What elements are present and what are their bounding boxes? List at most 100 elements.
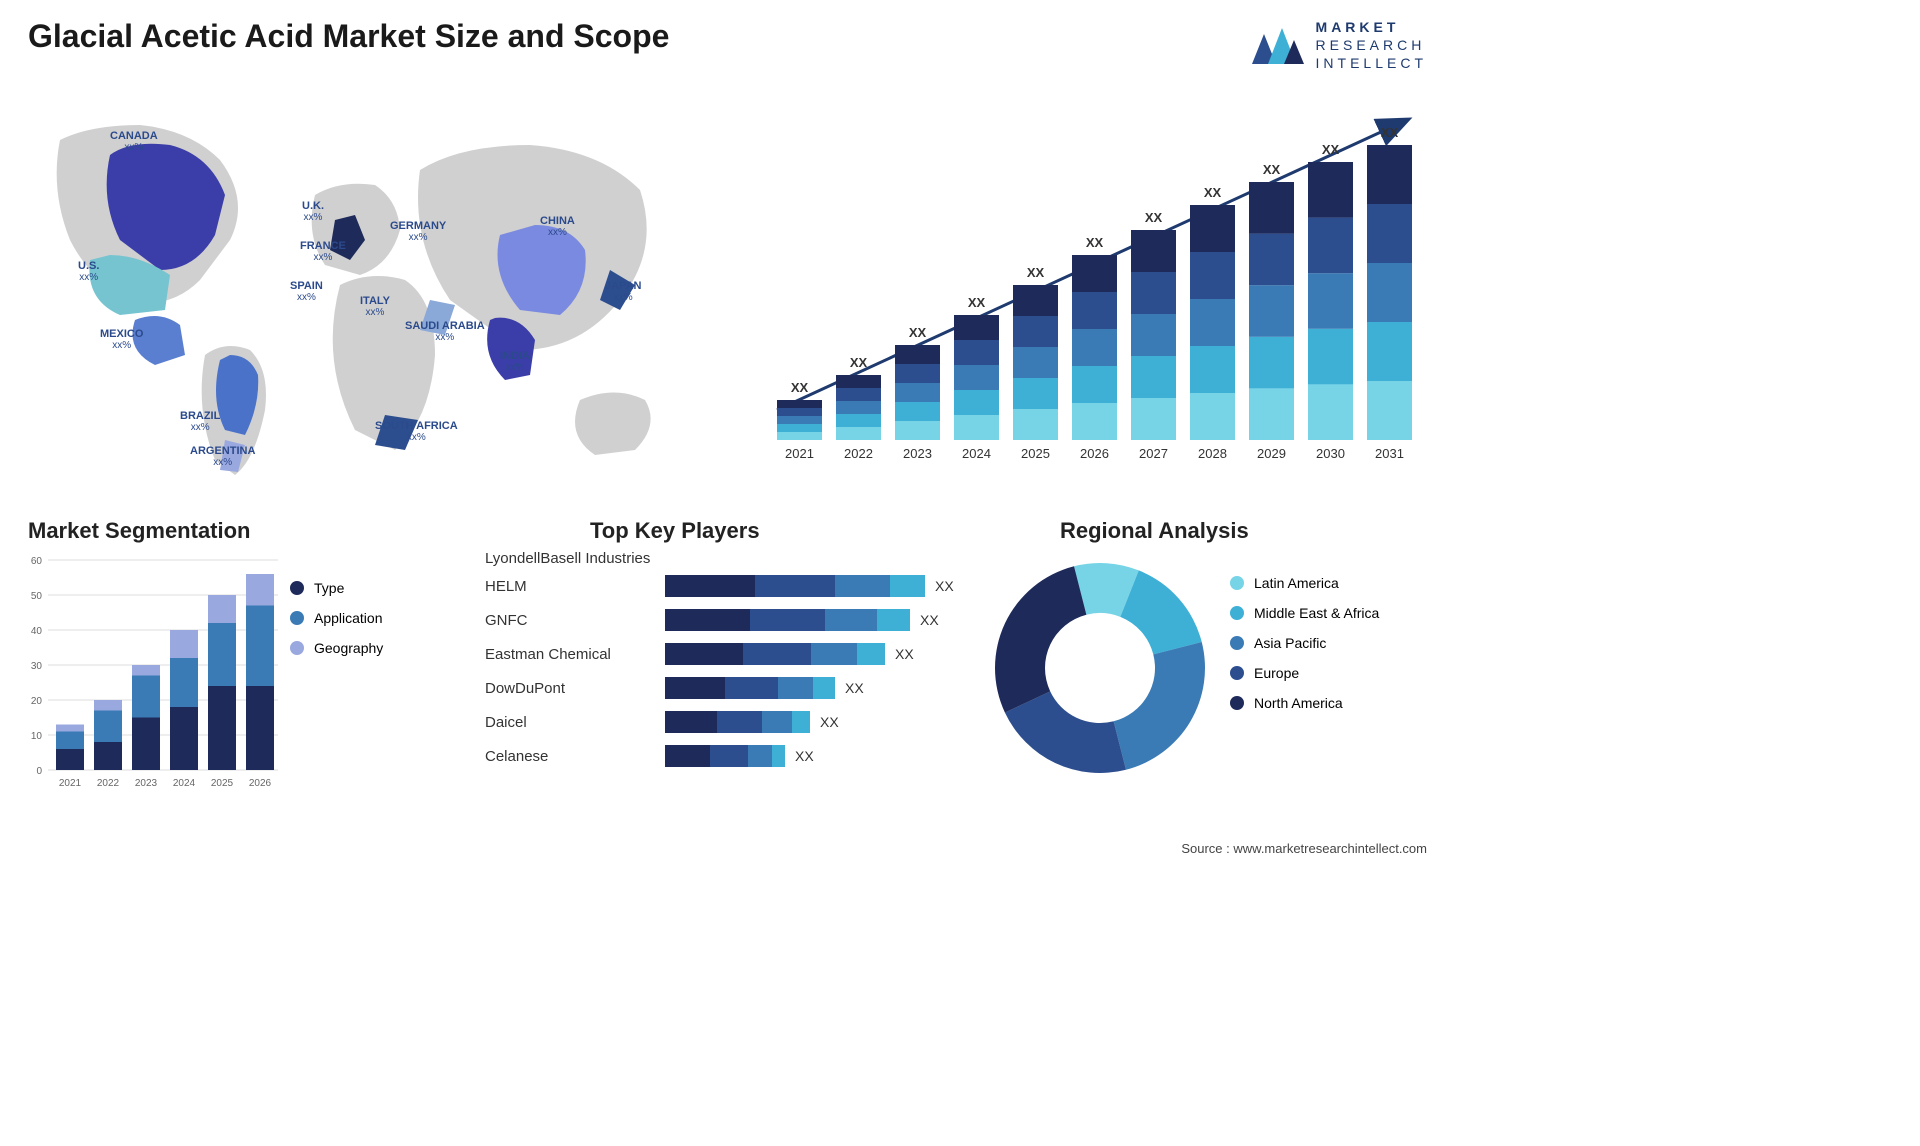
map-label-argentina: ARGENTINAxx% (190, 445, 255, 468)
svg-text:XX: XX (1322, 142, 1340, 157)
svg-text:2024: 2024 (173, 778, 196, 789)
svg-text:2023: 2023 (903, 446, 932, 461)
map-label-name: CHINA (540, 215, 575, 227)
player-bar-segment (792, 711, 810, 733)
svg-text:XX: XX (909, 325, 927, 340)
key-players: LyondellBasell Industries HELMXXGNFCXXEa… (485, 550, 965, 777)
player-label: Eastman Chemical (485, 646, 665, 663)
growth-chart: XX2021XX2022XX2023XX2024XX2025XX2026XX20… (767, 100, 1427, 470)
world-map: CANADAxx%U.S.xx%MEXICOxx%BRAZILxx%ARGENT… (20, 100, 710, 480)
legend-swatch (290, 641, 304, 655)
player-bar-segment (665, 677, 725, 699)
player-value: XX (795, 748, 814, 764)
legend-item: Application (290, 610, 383, 626)
player-bar-segment (811, 643, 857, 665)
player-row: GNFC XX (485, 607, 965, 633)
player-bar-segment (665, 711, 717, 733)
map-label-pct: xx% (302, 212, 324, 223)
player-bar-segment (762, 711, 792, 733)
player-bar-segment (725, 677, 778, 699)
player-bar-segment (778, 677, 813, 699)
player-bar (665, 609, 910, 631)
map-label-pct: xx% (405, 332, 485, 343)
player-value: XX (845, 680, 864, 696)
svg-text:2023: 2023 (135, 778, 158, 789)
player-bar (665, 677, 835, 699)
logo-line2: RESEARCH (1316, 36, 1427, 54)
svg-text:20: 20 (31, 696, 43, 707)
player-bar-segment (665, 609, 750, 631)
map-label-south-africa: SOUTH AFRICAxx% (375, 420, 458, 443)
logo-line3: INTELLECT (1316, 54, 1427, 72)
svg-text:XX: XX (1086, 235, 1104, 250)
map-label-name: ITALY (360, 295, 390, 307)
regional-donut (990, 558, 1210, 778)
map-label-japan: JAPANxx% (605, 280, 641, 303)
logo-text: MARKET RESEARCH INTELLECT (1316, 18, 1427, 73)
map-label-name: U.K. (302, 200, 324, 212)
map-label-name: CANADA (110, 130, 158, 142)
map-label-canada: CANADAxx% (110, 130, 158, 153)
players-header: LyondellBasell Industries (485, 550, 965, 567)
map-label-u-s-: U.S.xx% (78, 260, 99, 283)
regional-donut-svg (990, 558, 1210, 778)
map-label-brazil: BRAZILxx% (180, 410, 220, 433)
map-label-name: MEXICO (100, 328, 143, 340)
svg-text:2027: 2027 (1139, 446, 1168, 461)
svg-text:XX: XX (791, 380, 809, 395)
player-bar-segment (772, 745, 785, 767)
player-value: XX (920, 612, 939, 628)
map-label-pct: xx% (360, 307, 390, 318)
map-label-spain: SPAINxx% (290, 280, 323, 303)
player-bar-segment (890, 575, 925, 597)
player-value: XX (895, 646, 914, 662)
map-label-pct: xx% (540, 227, 575, 238)
map-label-germany: GERMANYxx% (390, 220, 446, 243)
segmentation-legend: Type Application Geography (290, 580, 383, 670)
map-label-italy: ITALYxx% (360, 295, 390, 318)
player-row: Eastman Chemical XX (485, 641, 965, 667)
player-bar-segment (825, 609, 877, 631)
map-label-pct: xx% (390, 232, 446, 243)
growth-chart-svg: XX2021XX2022XX2023XX2024XX2025XX2026XX20… (767, 100, 1427, 470)
map-label-pct: xx% (500, 362, 530, 373)
players-title: Top Key Players (590, 518, 760, 544)
legend-label: Geography (314, 640, 383, 656)
brand-logo: MARKET RESEARCH INTELLECT (1250, 18, 1427, 73)
map-label-france: FRANCExx% (300, 240, 346, 263)
player-bar-segment (835, 575, 890, 597)
legend-label: Type (314, 580, 344, 596)
player-bar-segment (748, 745, 772, 767)
svg-text:2028: 2028 (1198, 446, 1227, 461)
legend-item: Latin America (1230, 575, 1379, 591)
player-row: DowDuPontXX (485, 675, 965, 701)
legend-swatch (1230, 666, 1244, 680)
svg-text:2025: 2025 (211, 778, 234, 789)
svg-text:2030: 2030 (1316, 446, 1345, 461)
player-label: HELM (485, 578, 665, 595)
svg-text:XX: XX (968, 295, 986, 310)
player-bar-segment (665, 643, 743, 665)
legend-swatch (1230, 576, 1244, 590)
segmentation-chart: 0102030405060202120222023202420252026 (20, 555, 280, 805)
legend-item: Middle East & Africa (1230, 605, 1379, 621)
map-label-name: BRAZIL (180, 410, 220, 422)
player-label: GNFC (485, 612, 665, 629)
page-title: Glacial Acetic Acid Market Size and Scop… (28, 18, 669, 55)
legend-label: Middle East & Africa (1254, 605, 1379, 621)
map-label-name: INDIA (500, 350, 530, 362)
segmentation-chart-svg: 0102030405060202120222023202420252026 (20, 555, 280, 790)
svg-text:2021: 2021 (59, 778, 82, 789)
player-label: Daicel (485, 714, 665, 731)
regional-title: Regional Analysis (1060, 518, 1249, 544)
map-label-pct: xx% (78, 272, 99, 283)
player-bar (665, 575, 925, 597)
svg-text:0: 0 (36, 766, 42, 777)
svg-text:2022: 2022 (844, 446, 873, 461)
legend-swatch (1230, 606, 1244, 620)
svg-text:2026: 2026 (1080, 446, 1109, 461)
player-bar-segment (717, 711, 762, 733)
player-bar-segment (743, 643, 811, 665)
svg-text:2029: 2029 (1257, 446, 1286, 461)
svg-text:XX: XX (1381, 125, 1399, 140)
